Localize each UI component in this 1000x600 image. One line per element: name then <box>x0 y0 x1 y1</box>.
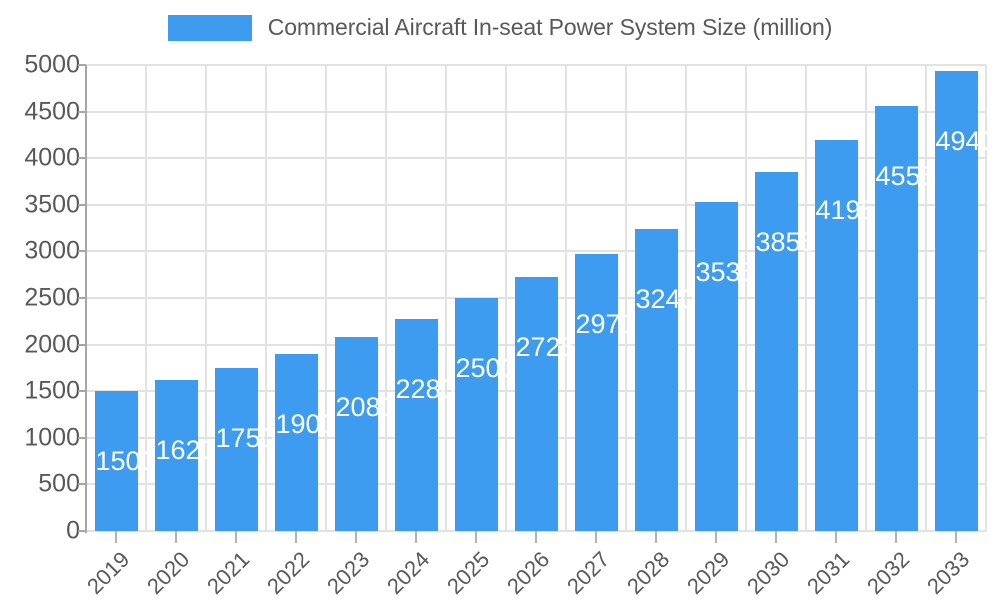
y-axis-tick-label: 5000 <box>24 50 80 79</box>
x-tick-mark <box>955 531 957 543</box>
x-tick-mark <box>295 531 297 543</box>
y-axis-tick-label: 2000 <box>24 330 80 359</box>
x-tick-mark <box>115 531 117 543</box>
bar[interactable] <box>574 254 618 531</box>
y-gridline <box>86 203 986 206</box>
x-axis-tick-label: 2027 <box>561 546 615 599</box>
x-axis-tick-label: 2020 <box>141 546 195 599</box>
bar[interactable] <box>394 318 438 531</box>
x-axis-tick-label: 2021 <box>201 546 255 599</box>
x-gridline <box>925 65 927 531</box>
y-tick-mark <box>78 203 86 206</box>
x-axis-tick-label: 2029 <box>681 546 735 599</box>
bar[interactable] <box>454 298 498 531</box>
x-gridline <box>985 65 987 531</box>
x-gridline <box>385 65 387 531</box>
y-axis-tick-labels: 0 500 1000 1500 2000 2500 3000 3500 4000 4500 5000 <box>0 0 80 600</box>
x-gridline <box>265 65 267 531</box>
y-tick-mark <box>78 297 86 299</box>
y-gridline <box>86 110 986 113</box>
x-tick-mark <box>355 531 357 543</box>
x-axis-tick-label: 2028 <box>621 546 675 599</box>
x-tick-mark <box>895 531 897 543</box>
bar[interactable] <box>274 353 318 531</box>
x-axis-tick-label: 2025 <box>441 546 495 599</box>
x-tick-mark <box>595 531 597 543</box>
bar[interactable] <box>874 106 918 531</box>
y-axis-tick-label: 0 <box>66 516 80 545</box>
bar[interactable] <box>94 391 138 531</box>
y-tick-mark <box>78 483 86 486</box>
y-axis-tick-label: 3500 <box>24 190 80 219</box>
x-tick-mark <box>235 531 237 543</box>
x-axis-tick-label: 2031 <box>801 546 855 599</box>
y-tick-mark <box>78 64 86 66</box>
y-tick-mark <box>78 250 86 253</box>
x-gridline <box>745 65 747 531</box>
x-tick-mark <box>835 531 837 543</box>
x-gridline <box>505 65 507 531</box>
bar[interactable] <box>214 367 258 531</box>
x-tick-mark <box>535 531 537 543</box>
y-tick-mark <box>78 436 86 439</box>
y-axis-line <box>85 65 87 533</box>
legend-color-swatch <box>167 14 252 41</box>
x-axis-tick-label: 2033 <box>921 546 975 599</box>
x-tick-mark <box>475 531 477 543</box>
x-gridline <box>865 65 867 531</box>
x-gridline <box>625 65 627 531</box>
plot-area: 1500 1620 1750 1900 2080 2280 2500 2725 2970 3240… <box>85 64 996 532</box>
y-gridline <box>86 157 986 160</box>
y-tick-mark <box>78 157 86 160</box>
y-axis-tick-label: 4000 <box>24 143 80 172</box>
x-tick-mark <box>415 531 417 543</box>
x-axis-tick-label: 2030 <box>741 546 795 599</box>
bar[interactable] <box>634 229 678 531</box>
bar[interactable] <box>754 171 798 531</box>
x-axis-tick-label: 2022 <box>261 546 315 599</box>
y-tick-mark <box>78 530 86 532</box>
x-gridline <box>145 65 147 531</box>
bar[interactable] <box>934 70 978 531</box>
bar[interactable] <box>334 337 378 531</box>
legend-label: Commercial Aircraft In-seat Power System… <box>267 14 833 40</box>
bar[interactable] <box>514 277 558 531</box>
x-tick-mark <box>655 531 657 543</box>
x-gridline <box>445 65 447 531</box>
x-axis-tick-label: 2026 <box>501 546 555 599</box>
x-gridline <box>685 65 687 531</box>
y-axis-tick-label: 2500 <box>24 283 80 312</box>
y-gridline <box>86 250 986 253</box>
bar[interactable] <box>694 201 738 531</box>
x-axis-tick-label: 2023 <box>321 546 375 599</box>
x-axis-tick-label: 2019 <box>81 546 135 599</box>
x-axis-tick-label: 2032 <box>861 546 915 599</box>
bar[interactable] <box>154 380 198 531</box>
x-tick-mark <box>715 531 717 543</box>
y-gridline <box>86 64 986 66</box>
x-gridline <box>565 65 567 531</box>
y-axis-tick-label: 3000 <box>24 236 80 265</box>
x-tick-mark <box>175 531 177 543</box>
y-tick-mark <box>78 390 86 393</box>
x-tick-mark <box>775 531 777 543</box>
y-axis-tick-label: 1500 <box>24 376 80 405</box>
x-axis-tick-label: 2024 <box>381 546 435 599</box>
chart-legend: Commercial Aircraft In-seat Power System… <box>0 14 1000 41</box>
y-axis-tick-label: 4500 <box>24 97 80 126</box>
x-gridline <box>805 65 807 531</box>
y-axis-tick-label: 1000 <box>24 423 80 452</box>
bar[interactable] <box>814 140 858 531</box>
x-gridline <box>205 65 207 531</box>
x-gridline <box>325 65 327 531</box>
y-tick-mark <box>78 343 86 346</box>
y-axis-tick-label: 500 <box>38 469 80 498</box>
y-tick-mark <box>78 110 86 113</box>
